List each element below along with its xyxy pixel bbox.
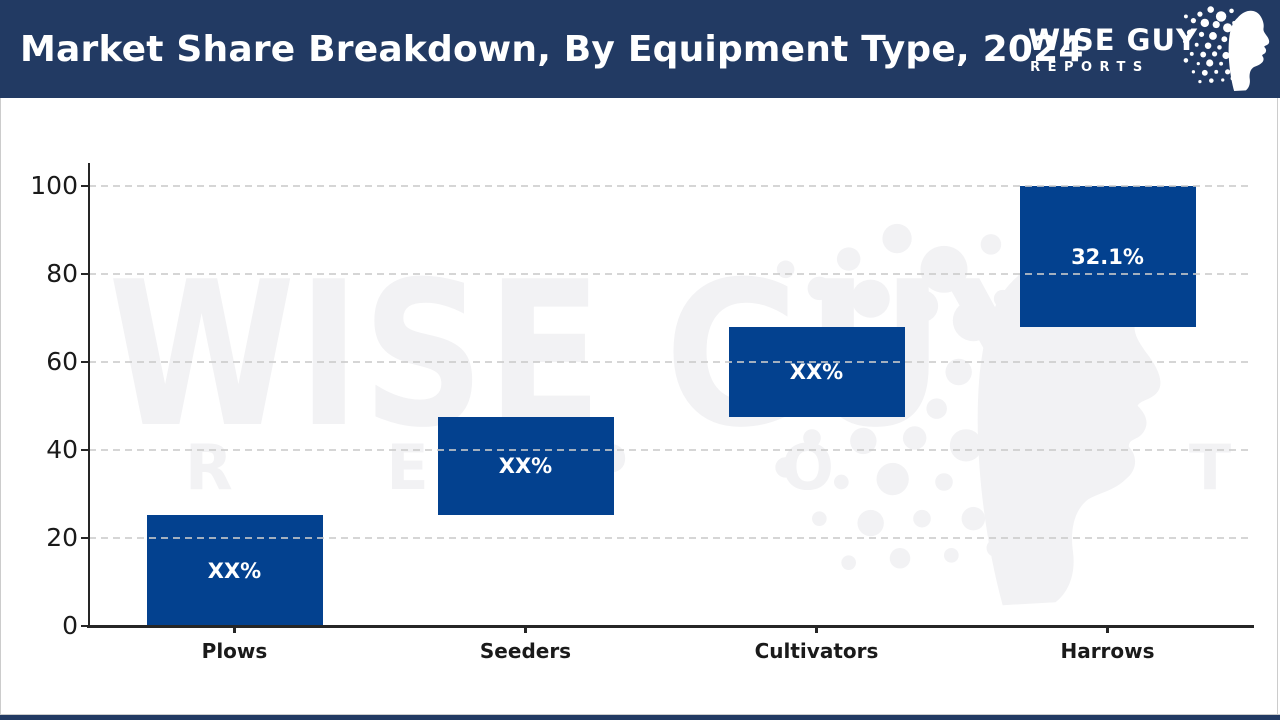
- y-axis-line: [87, 163, 90, 627]
- logo-face-icon: [1182, 6, 1270, 92]
- x-tick-mark: [524, 627, 527, 633]
- y-tick-label: 40: [46, 435, 78, 464]
- x-axis-line: [86, 624, 1254, 628]
- y-tick-mark: [81, 448, 88, 452]
- y-tick-label: 60: [46, 347, 78, 376]
- bar-harrows: [1019, 186, 1196, 328]
- bar-cultivators: [728, 327, 905, 417]
- header-banner: Market Share Breakdown, By Equipment Typ…: [0, 0, 1280, 98]
- bar-value-label: XX%: [498, 453, 553, 478]
- y-tick-label: 100: [30, 171, 78, 200]
- y-tick-label: 0: [62, 611, 78, 640]
- left-border: [0, 98, 1, 715]
- logo-subtext: REPORTS: [1030, 60, 1150, 75]
- x-tick-mark: [1106, 627, 1109, 633]
- y-tick-mark: [81, 360, 88, 364]
- bar-value-label: XX%: [789, 359, 844, 384]
- y-tick-mark: [81, 536, 88, 540]
- y-tick-label: 80: [46, 259, 78, 288]
- gridline-40: [89, 449, 1253, 451]
- watermark-face-icon: [772, 223, 1161, 606]
- logo-text: WISE GUY REPORTS: [1028, 23, 1198, 75]
- chart-title: Market Share Breakdown, By Equipment Typ…: [20, 28, 1084, 70]
- y-tick-mark: [81, 272, 88, 276]
- x-tick-label: Seeders: [479, 639, 572, 663]
- bar-plows: [146, 515, 323, 626]
- logo-wordmark: WISE GUY: [1028, 23, 1198, 57]
- y-tick-mark: [81, 184, 88, 188]
- x-tick-label: Plows: [201, 639, 268, 663]
- right-border: [1277, 98, 1278, 715]
- gridline-100: [89, 185, 1253, 187]
- gridline-80: [89, 273, 1253, 275]
- x-tick-mark: [233, 627, 236, 633]
- logo: WISE GUY REPORTS: [1028, 4, 1270, 94]
- gridline-20: [89, 537, 1253, 539]
- y-tick-label: 20: [46, 523, 78, 552]
- bar-seeders: [437, 416, 614, 516]
- x-tick-mark: [815, 627, 818, 633]
- bar-value-label: 32.1%: [1071, 244, 1144, 269]
- x-tick-label: Harrows: [1060, 639, 1155, 663]
- footer-bar: [0, 714, 1280, 720]
- y-tick-mark: [81, 624, 88, 628]
- gridline-60: [89, 361, 1253, 363]
- x-tick-label: Cultivators: [754, 639, 879, 663]
- bar-value-label: XX%: [207, 558, 262, 583]
